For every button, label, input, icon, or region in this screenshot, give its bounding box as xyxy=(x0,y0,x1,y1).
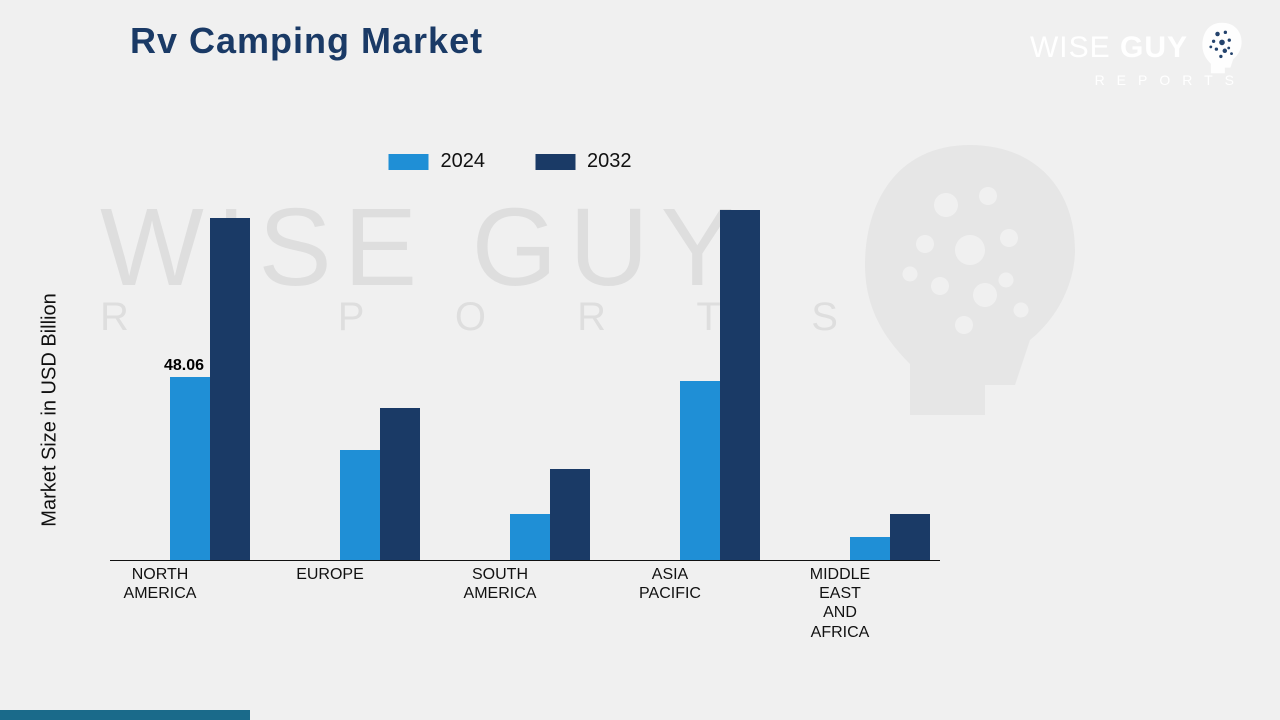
category-label: NORTHAMERICA xyxy=(90,565,230,603)
legend-item-2032: 2032 xyxy=(535,150,632,173)
brand-line-1: WISE GUY xyxy=(1030,20,1250,76)
plot-area: 48.06 xyxy=(110,180,940,561)
brand-wise: WISE xyxy=(1030,31,1111,65)
category-label: ASIAPACIFIC xyxy=(600,565,740,603)
bar-2024 xyxy=(510,514,550,560)
bottom-accent-strip xyxy=(0,710,250,720)
bar-value-label: 48.06 xyxy=(164,357,204,375)
bar-chart: Market Size in USD Billion 2024 2032 48.… xyxy=(60,160,960,660)
y-axis-label: Market Size in USD Billion xyxy=(39,293,62,526)
legend-label-2032: 2032 xyxy=(587,150,632,173)
bar-2032 xyxy=(890,514,930,560)
stage: WISE GUY REPORTS Rv Camping Market WISE … xyxy=(0,0,1280,720)
bar-group xyxy=(320,408,440,560)
legend: 2024 2032 xyxy=(389,150,632,173)
bar-2024 xyxy=(340,450,380,560)
legend-label-2024: 2024 xyxy=(441,150,486,173)
bar-2032 xyxy=(550,469,590,560)
bar-2024 xyxy=(850,537,890,560)
brand-guy: GUY xyxy=(1120,31,1188,65)
bar-2032 xyxy=(720,210,760,560)
legend-item-2024: 2024 xyxy=(389,150,486,173)
bar-group xyxy=(490,469,610,560)
legend-swatch-2024 xyxy=(389,154,429,170)
brand-logo: WISE GUY REPORTS xyxy=(1030,20,1250,88)
bar-group xyxy=(150,218,270,560)
bar-group xyxy=(660,210,780,560)
bar-2032 xyxy=(380,408,420,560)
legend-swatch-2032 xyxy=(535,154,575,170)
category-label: SOUTHAMERICA xyxy=(430,565,570,603)
category-label: EUROPE xyxy=(260,565,400,584)
brand-head-icon xyxy=(1194,20,1250,76)
bar-2024 xyxy=(680,381,720,560)
bar-2032 xyxy=(210,218,250,560)
chart-title: Rv Camping Market xyxy=(130,20,483,62)
bar-2024 xyxy=(170,377,210,560)
bar-group xyxy=(830,514,950,560)
category-label: MIDDLEEASTANDAFRICA xyxy=(770,565,910,642)
